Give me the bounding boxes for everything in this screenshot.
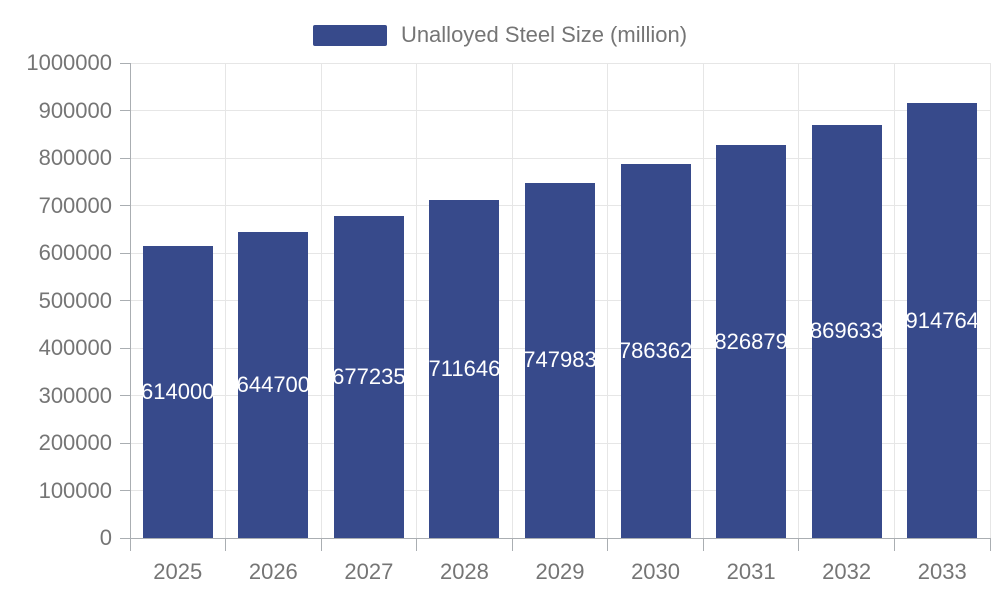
y-axis-label: 100000 (38, 477, 112, 503)
y-axis-label: 300000 (38, 382, 112, 408)
x-axis-tick (989, 538, 991, 551)
x-axis-label: 2033 (917, 559, 967, 584)
bar-2029 (525, 182, 595, 538)
bar-value-label: 644700 (236, 371, 311, 397)
x-axis-label: 2027 (344, 559, 394, 584)
y-axis-label: 1000000 (26, 50, 112, 75)
x-axis-label: 2028 (439, 559, 489, 584)
bar-value-label: 711646 (428, 355, 501, 381)
x-axis-tick (893, 538, 895, 551)
bar-2027 (333, 216, 404, 538)
bar-value-label: 914764 (905, 307, 979, 333)
y-axis-label: 700000 (38, 192, 112, 218)
y-axis-tick (120, 252, 130, 254)
x-gridline (893, 63, 895, 538)
bar-2030 (620, 164, 691, 538)
x-gridline (798, 63, 800, 538)
legend-item[interactable]: Unalloyed Steel Size (million) (0, 22, 1000, 48)
x-gridline (607, 63, 609, 538)
y-axis-label: 500000 (38, 287, 112, 313)
x-gridline (225, 63, 227, 538)
x-axis-label: 2025 (153, 559, 203, 584)
y-axis-tick (120, 110, 130, 111)
bar-value-label: 826879 (714, 328, 788, 354)
bar-2033 (907, 103, 978, 538)
x-gridline (320, 63, 322, 538)
x-axis-tick (798, 538, 800, 551)
y-axis-tick (120, 537, 130, 539)
legend-swatch (312, 24, 387, 46)
y-axis-label: 900000 (38, 97, 112, 123)
bar-2025 (142, 246, 213, 538)
x-axis-tick (702, 538, 704, 551)
bar-value-label: 614000 (141, 379, 215, 405)
y-axis-label: 0 (99, 525, 112, 550)
y-gridline (130, 157, 990, 159)
x-axis-tick (225, 538, 227, 551)
y-axis-tick (120, 395, 130, 396)
bar-value-label: 786362 (618, 338, 693, 364)
bar-value-label: 747983 (523, 347, 597, 373)
y-axis-label: 400000 (38, 335, 112, 360)
x-axis-label: 2031 (726, 559, 776, 584)
x-gridline (702, 63, 704, 538)
x-axis-tick (511, 538, 513, 551)
y-axis-tick (120, 62, 130, 64)
x-gridline (416, 63, 418, 538)
bar-value-label: 677235 (332, 364, 406, 390)
bar-2026 (238, 231, 309, 538)
legend-label: Unalloyed Steel Size (million) (400, 22, 688, 47)
x-axis-label: 2032 (822, 559, 872, 584)
y-axis-tick (120, 347, 130, 349)
y-axis-tick (120, 205, 130, 206)
y-axis-tick (120, 157, 130, 159)
x-axis-line (130, 537, 990, 539)
x-axis-label: 2026 (248, 559, 298, 584)
x-gridline (989, 63, 991, 538)
bar-2028 (429, 199, 500, 538)
y-axis-line (129, 63, 131, 538)
x-axis-label: 2030 (631, 559, 681, 584)
y-axis-tick (120, 442, 130, 444)
bar-2031 (716, 145, 787, 538)
x-axis-tick (320, 538, 322, 551)
bar-value-label: 869633 (809, 318, 884, 344)
x-axis-tick (607, 538, 609, 551)
x-axis-tick (129, 538, 131, 551)
bar-2032 (811, 124, 882, 538)
y-axis-label: 800000 (38, 145, 112, 170)
y-axis-tick (120, 300, 130, 301)
y-gridline (130, 110, 990, 111)
y-axis-label: 200000 (38, 430, 112, 455)
y-axis-label: 600000 (38, 240, 112, 265)
x-axis-tick (416, 538, 418, 551)
x-gridline (511, 63, 513, 538)
x-axis-label: 2029 (535, 559, 585, 584)
y-gridline (130, 62, 990, 64)
y-axis-tick (120, 490, 130, 491)
